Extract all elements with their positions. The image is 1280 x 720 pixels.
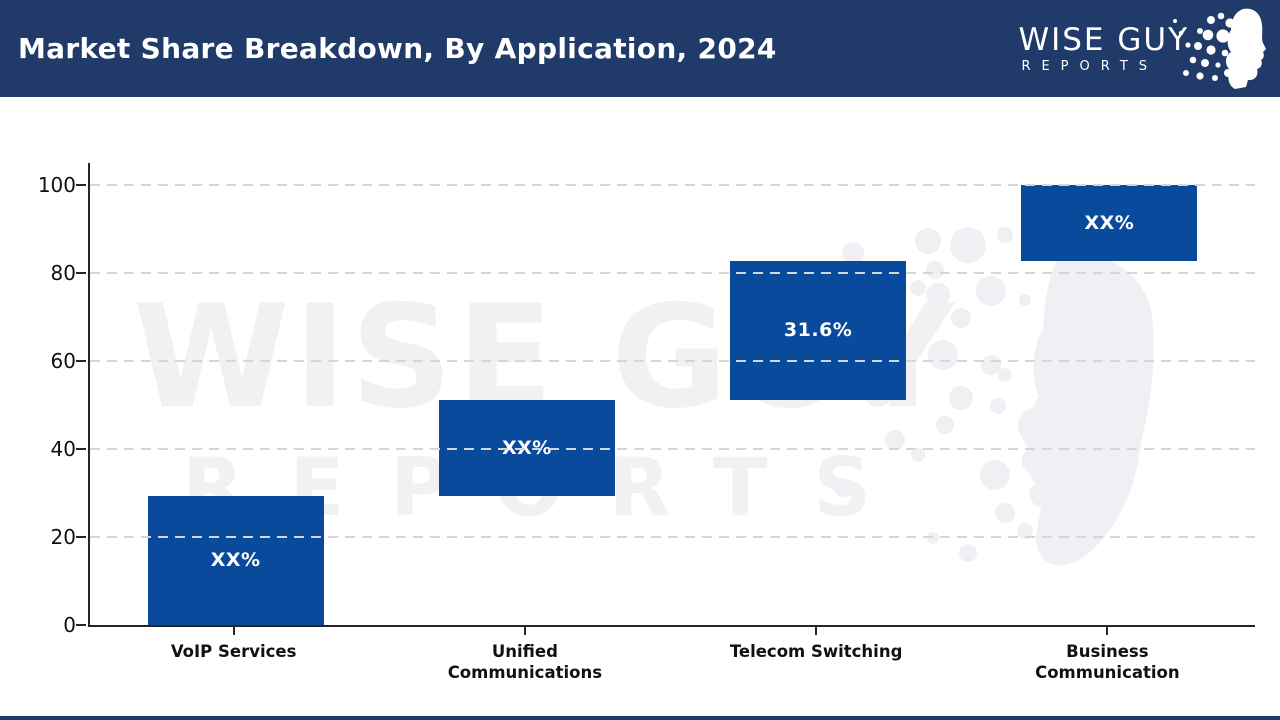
x-axis-label: Unified Communications xyxy=(375,641,675,684)
bar-value-label: XX% xyxy=(1084,211,1135,234)
y-axis-tick-mark xyxy=(76,624,86,626)
y-axis-tick-mark xyxy=(76,448,86,450)
bar-unified-communications: XX% xyxy=(438,399,615,496)
bar-telecom-switching: 31.6% xyxy=(730,260,907,400)
bar-business-communication: XX% xyxy=(1021,185,1198,261)
y-axis-tick-label: 20 xyxy=(50,525,76,549)
x-axis-tick-mark xyxy=(523,627,526,635)
bar-value-label: 31.6% xyxy=(783,319,853,342)
x-axis-tick-mark xyxy=(232,627,235,635)
footer-strip xyxy=(0,716,1280,720)
x-axis-tick-mark xyxy=(1106,627,1109,635)
gridline-20 xyxy=(90,536,1255,538)
y-axis-tick-label: 0 xyxy=(63,613,76,637)
gridline-40 xyxy=(90,448,1255,450)
x-axis-label-line: Communications xyxy=(447,663,603,683)
x-axis-tick-mark xyxy=(815,627,818,635)
logo-subtitle: REPORTS xyxy=(1021,58,1159,74)
y-axis-tick-mark xyxy=(76,536,86,538)
y-axis-tick-mark xyxy=(76,272,86,274)
logo-text: WISE GUY REPORTS xyxy=(1018,21,1189,74)
x-axis-label: Telecom Switching xyxy=(666,641,966,662)
x-axis-label: Business Communication xyxy=(957,641,1257,684)
bar-value-label: XX% xyxy=(210,549,261,572)
bar-voip-services: XX% xyxy=(147,495,324,625)
y-axis-tick-label: 40 xyxy=(50,437,76,461)
x-axis-label-line: VoIP Services xyxy=(170,642,297,661)
x-axis-label-line: Business xyxy=(1066,642,1149,661)
gridline-60 xyxy=(90,360,1255,362)
wise-guy-reports-logo: WISE GUY REPORTS xyxy=(1018,7,1268,91)
y-axis-tick-label: 100 xyxy=(37,173,76,197)
x-axis-label-line: Communication xyxy=(1035,663,1180,683)
header: Market Share Breakdown, By Application, … xyxy=(0,0,1280,97)
chart-title: Market Share Breakdown, By Application, … xyxy=(18,32,777,65)
x-axis-label-line: Telecom Switching xyxy=(729,642,903,661)
plot-area: XX% XX% 31.6% XX% xyxy=(88,163,1255,627)
logo-wordmark: WISE GUY xyxy=(1018,21,1189,58)
x-axis-label: VoIP Services xyxy=(84,641,384,662)
x-axis-label-line: Unified xyxy=(491,642,558,661)
bar-value-label: XX% xyxy=(501,436,552,459)
gridline-100 xyxy=(90,184,1255,186)
y-axis-tick-mark xyxy=(76,360,86,362)
y-axis-tick-label: 60 xyxy=(50,349,76,373)
watermark-dotted-head-icon xyxy=(834,227,1154,566)
y-axis-tick-mark xyxy=(76,184,86,186)
gridline-80 xyxy=(90,272,1255,274)
dotted-head-logo-icon xyxy=(1173,8,1266,89)
y-axis-tick-label: 80 xyxy=(50,261,76,285)
